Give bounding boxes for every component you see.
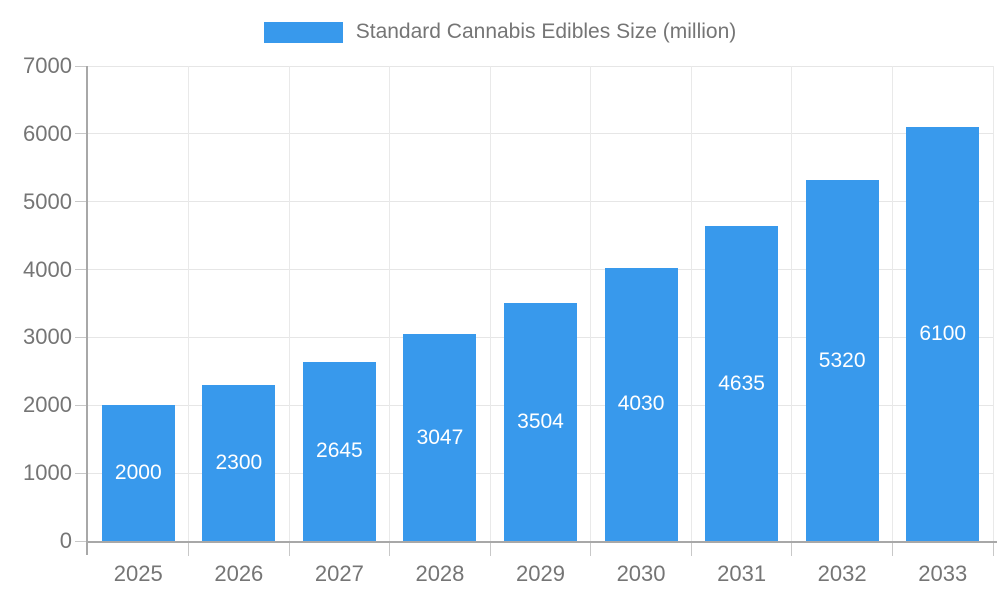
y-gridline	[88, 65, 993, 67]
x-axis-label: 2031	[717, 561, 767, 586]
x-boundary-gridline	[188, 66, 190, 541]
legend-item[interactable]: Standard Cannabis Edibles Size (million)	[263, 20, 737, 44]
x-tick	[389, 543, 391, 556]
bar[interactable]: 6100	[906, 127, 980, 541]
bar[interactable]: 3047	[403, 334, 477, 541]
bar[interactable]: 2300	[202, 384, 276, 541]
bar-value-label: 2000	[114, 461, 162, 485]
y-gridline	[88, 133, 993, 135]
x-boundary-gridline	[690, 66, 692, 541]
bar-value-label: 4030	[617, 392, 665, 416]
bar[interactable]: 2645	[302, 361, 376, 541]
x-boundary-gridline	[992, 66, 994, 541]
y-axis-line	[86, 66, 88, 555]
bar[interactable]: 4030	[604, 267, 678, 541]
bar-value-label: 6100	[919, 322, 967, 346]
y-axis-label: 4000	[23, 256, 72, 282]
x-tick	[590, 543, 592, 556]
x-tick	[690, 543, 692, 556]
bar[interactable]: 5320	[805, 180, 879, 541]
bar[interactable]: 4635	[705, 226, 779, 541]
x-boundary-gridline	[389, 66, 391, 541]
bar-value-label: 3504	[517, 410, 564, 434]
x-axis-label: 2033	[918, 561, 968, 586]
legend-label: Standard Cannabis Edibles Size (million)	[355, 20, 737, 43]
y-tick	[75, 133, 86, 135]
plot-area: 0 1000 2000 3000 4000 5000 6000 7000 2000 2025 230…	[23, 54, 997, 586]
x-axis-label: 2032	[817, 561, 867, 586]
x-tick	[791, 543, 793, 556]
x-axis-label: 2030	[616, 561, 666, 586]
y-axis-label: 0	[59, 528, 72, 553]
x-axis-label: 2029	[516, 561, 565, 586]
x-axis-label: 2026	[214, 561, 264, 586]
y-axis-label: 2000	[23, 392, 72, 418]
y-tick	[75, 336, 86, 338]
bar[interactable]: 3504	[504, 303, 577, 541]
x-tick	[489, 543, 491, 556]
x-boundary-gridline	[489, 66, 491, 541]
x-tick	[992, 543, 994, 556]
x-boundary-gridline	[590, 66, 592, 541]
y-tick	[75, 404, 86, 406]
y-gridline	[88, 201, 993, 203]
y-axis-label: 5000	[23, 188, 72, 214]
y-tick	[75, 65, 86, 67]
y-axis-label: 1000	[23, 460, 72, 486]
y-gridline	[88, 269, 993, 271]
y-axis-label: 3000	[23, 324, 72, 350]
bar-value-label: 4635	[718, 371, 765, 395]
x-axis-label: 2028	[415, 561, 465, 586]
x-axis-label: 2027	[314, 561, 364, 586]
bar[interactable]: 2000	[101, 405, 175, 541]
x-tick	[188, 543, 190, 556]
bar-value-label: 2300	[215, 450, 263, 474]
legend: Standard Cannabis Edibles Size (million)	[0, 18, 1000, 46]
x-axis-label: 2025	[113, 561, 163, 586]
y-axis-label: 6000	[23, 120, 72, 146]
x-boundary-gridline	[791, 66, 793, 541]
bar-value-label: 3047	[416, 425, 464, 449]
x-boundary-gridline	[891, 66, 893, 541]
bar-value-label: 2645	[316, 439, 363, 463]
y-tick	[75, 540, 86, 542]
y-axis-label: 7000	[23, 53, 72, 78]
x-boundary-gridline	[288, 66, 290, 541]
y-tick	[75, 201, 86, 203]
y-tick	[75, 269, 86, 271]
y-tick	[75, 472, 86, 474]
x-tick	[891, 543, 893, 556]
legend-color-swatch	[263, 21, 343, 43]
x-axis-line	[86, 541, 997, 543]
bar-value-label: 5320	[818, 348, 866, 372]
x-tick	[288, 543, 290, 556]
